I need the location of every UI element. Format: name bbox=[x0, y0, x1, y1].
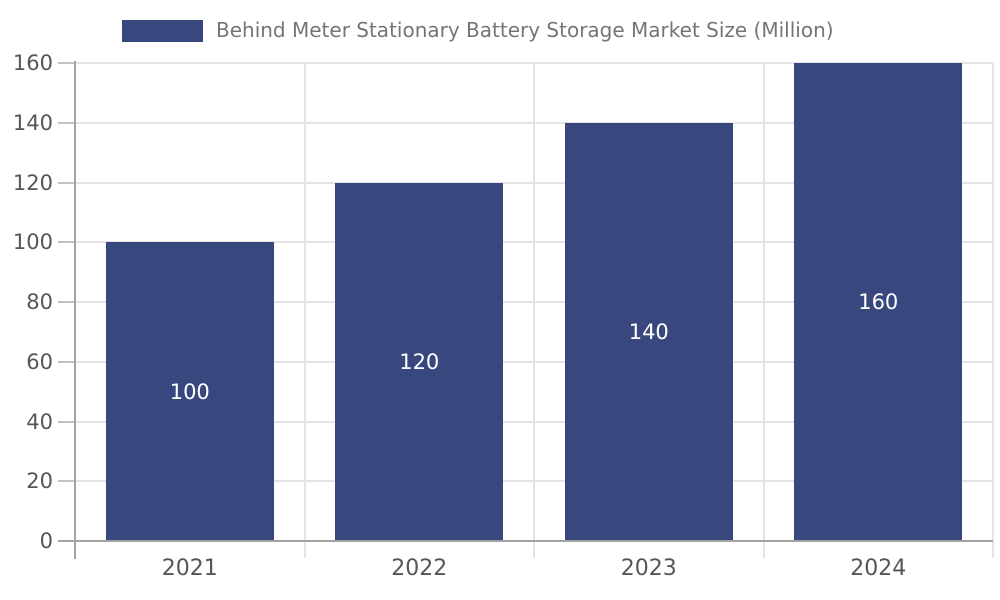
y-axis-tick-label: 60 bbox=[26, 349, 53, 374]
bar-value-label: 160 bbox=[858, 290, 899, 314]
y-tick bbox=[58, 420, 75, 423]
y-axis-tick-label: 80 bbox=[26, 290, 53, 314]
y-axis-tick-label: 120 bbox=[12, 170, 53, 195]
x-axis-tick-label: 2021 bbox=[161, 556, 218, 581]
bar-value-label: 120 bbox=[399, 349, 440, 374]
y-axis-tick-label: 160 bbox=[12, 51, 53, 75]
y-axis-tick-label: 40 bbox=[26, 409, 53, 434]
x-axis-tick-label: 2023 bbox=[620, 556, 677, 581]
x-axis-tick-label: 2024 bbox=[850, 556, 907, 581]
bar bbox=[794, 63, 963, 541]
y-tick bbox=[58, 241, 75, 244]
y-axis-tick-label: 140 bbox=[12, 110, 53, 135]
bar bbox=[564, 122, 733, 541]
legend-swatch-icon bbox=[122, 20, 203, 42]
x-axis-tick-label: 2022 bbox=[391, 556, 448, 581]
x-axis-line bbox=[58, 540, 993, 542]
y-tick bbox=[58, 480, 75, 483]
chart-legend: Behind Meter Stationary Battery Storage … bbox=[122, 17, 834, 42]
y-axis-tick-label: 20 bbox=[26, 469, 53, 494]
x-gridline bbox=[762, 63, 765, 558]
y-axis-tick-label: 100 bbox=[12, 230, 53, 255]
y-tick bbox=[58, 301, 75, 303]
y-tick bbox=[58, 121, 75, 124]
y-tick bbox=[58, 62, 75, 64]
bar-value-label: 140 bbox=[628, 319, 669, 344]
legend-label: Behind Meter Stationary Battery Storage … bbox=[216, 17, 834, 42]
bar-value-label: 100 bbox=[169, 379, 210, 404]
y-axis-line bbox=[74, 61, 76, 559]
plot-area: 0 20 40 60 80 100 120 140 160 100 2021 120 2022 140 20… bbox=[13, 51, 994, 581]
x-gridline bbox=[533, 63, 535, 558]
bar bbox=[105, 242, 274, 541]
y-axis-tick-label: 0 bbox=[39, 529, 53, 553]
y-tick bbox=[58, 181, 75, 184]
y-tick bbox=[58, 360, 75, 363]
x-gridline bbox=[992, 63, 994, 558]
x-gridline bbox=[303, 63, 306, 558]
bar bbox=[335, 182, 504, 541]
